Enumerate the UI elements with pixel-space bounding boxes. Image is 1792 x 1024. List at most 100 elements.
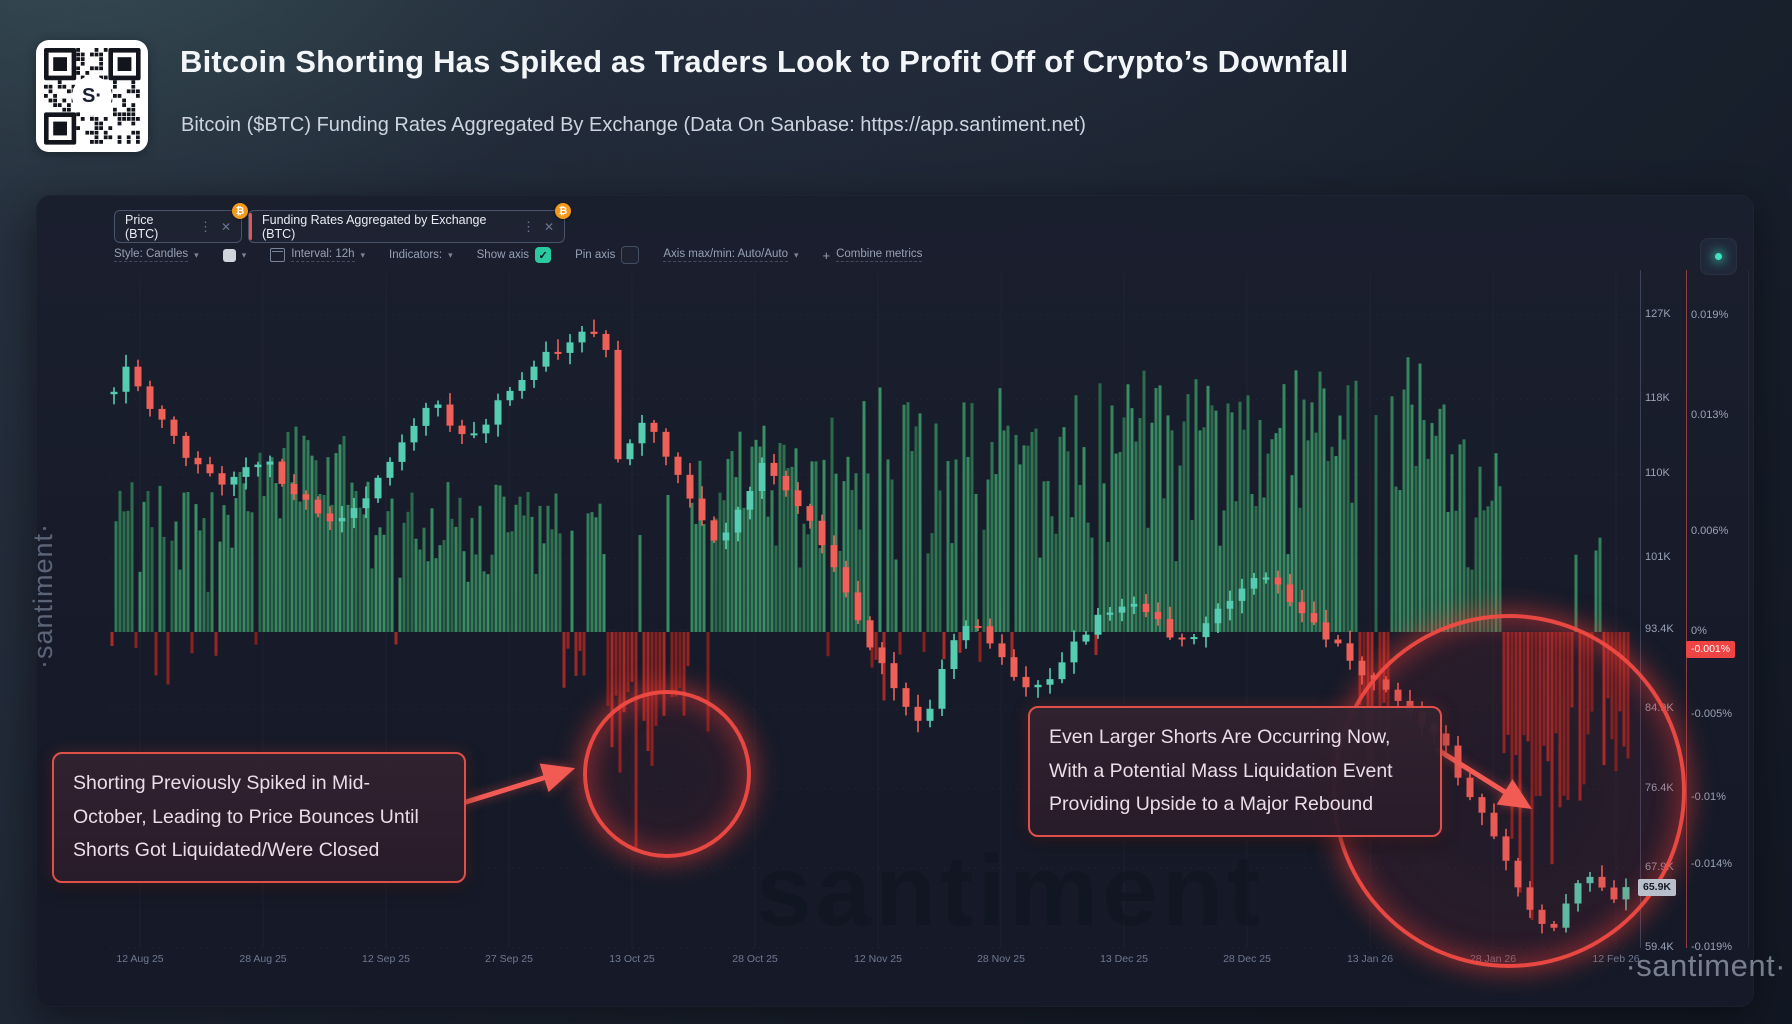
funding-bar-positive xyxy=(486,574,490,632)
interval-label: Interval: 12h xyxy=(291,248,355,262)
tab-close-icon[interactable]: ✕ xyxy=(220,219,231,234)
funding-bar-positive xyxy=(1006,425,1010,632)
funding-bar-positive xyxy=(402,522,406,632)
funding-bar-positive xyxy=(246,511,250,632)
funding-bar-positive xyxy=(378,527,382,632)
santiment-watermark-side: ·santiment· xyxy=(28,522,58,670)
funding-bar-positive xyxy=(1574,554,1578,632)
funding-bar-positive xyxy=(1250,494,1254,632)
tab-menu-icon[interactable]: ⋮ xyxy=(521,218,535,234)
funding-bar-positive xyxy=(1042,481,1046,632)
show-axis-toggle[interactable]: Show axis ✓ xyxy=(477,247,552,263)
funding-bar-positive xyxy=(754,439,758,632)
candle-up xyxy=(638,422,646,444)
funding-bar-positive xyxy=(174,521,178,632)
style-selector[interactable]: Style: Candles ▾ xyxy=(114,248,199,262)
funding-bar-positive xyxy=(838,550,842,632)
funding-bar-positive xyxy=(290,482,294,632)
funding-bar-positive xyxy=(1202,427,1206,632)
funding-bar-positive xyxy=(770,490,774,632)
candle-down xyxy=(290,483,298,495)
funding-bar-positive xyxy=(822,459,826,632)
candle-up xyxy=(1214,608,1222,624)
candle-down xyxy=(1346,643,1354,661)
metric-tab-price[interactable]: Price (BTC) ⋮ ✕ ₿ xyxy=(114,203,248,243)
funding-bar-positive xyxy=(962,402,966,632)
santiment-logo-icon: S· xyxy=(72,76,112,116)
funding-bar-positive xyxy=(1314,432,1318,632)
funding-bar-positive xyxy=(994,474,998,632)
funding-bar-positive xyxy=(1266,453,1270,632)
funding-tick-label: 0.006% xyxy=(1691,525,1729,538)
interval-selector[interactable]: Interval: 12h ▾ xyxy=(270,248,365,262)
axis-edge-line xyxy=(1748,270,1749,948)
funding-bar-positive xyxy=(522,515,526,632)
color-selector[interactable]: ▾ xyxy=(222,248,246,262)
funding-bar-positive xyxy=(806,534,810,632)
candle-up xyxy=(422,407,430,426)
candle-down xyxy=(158,408,166,420)
funding-bar-positive xyxy=(690,502,694,632)
candle-up xyxy=(578,331,586,343)
candle-down xyxy=(446,404,454,426)
annotation-note-current: Even Larger Shorts Are Occurring Now, Wi… xyxy=(1028,706,1442,837)
calendar-icon xyxy=(270,248,286,262)
funding-tick-label: -0.014% xyxy=(1691,857,1732,870)
funding-bar-positive xyxy=(894,559,898,632)
candle-up xyxy=(722,532,730,541)
candle-down xyxy=(170,419,178,436)
pin-axis-toggle[interactable]: Pin axis xyxy=(575,246,640,264)
funding-bar-positive xyxy=(1462,439,1466,632)
funding-bar-positive xyxy=(318,493,322,632)
funding-bar-positive xyxy=(470,518,474,632)
funding-axis-line xyxy=(1686,270,1687,948)
funding-bar-positive xyxy=(1014,434,1018,632)
metric-tab-funding-rates[interactable]: Funding Rates Aggregated by Exchange (BT… xyxy=(248,203,571,243)
funding-bar-positive xyxy=(386,511,390,632)
funding-bar-negative xyxy=(574,632,578,676)
funding-bar-positive xyxy=(126,510,130,632)
funding-bar-positive xyxy=(1354,380,1358,632)
tab-menu-icon[interactable]: ⋮ xyxy=(198,218,212,234)
funding-bar-positive xyxy=(330,504,334,632)
qr-pattern xyxy=(44,48,141,145)
funding-bar-positive xyxy=(1062,427,1066,632)
checkbox-checked-icon[interactable]: ✓ xyxy=(535,247,552,263)
funding-bar-positive xyxy=(198,530,202,632)
chart-plot-area[interactable]: santiment xyxy=(110,270,1755,970)
funding-bar-positive xyxy=(914,426,918,632)
funding-bar-negative xyxy=(214,632,218,656)
indicators-label: Indicators: xyxy=(389,249,443,261)
tab-close-icon[interactable]: ✕ xyxy=(543,219,554,234)
candle-up xyxy=(1262,577,1270,580)
funding-bar-positive xyxy=(746,495,750,632)
funding-bar-positive xyxy=(138,571,142,632)
chevron-down-icon: ▾ xyxy=(793,249,799,260)
funding-bar-positive xyxy=(446,482,450,632)
funding-bar-positive xyxy=(1162,498,1166,632)
funding-bar-negative xyxy=(898,632,902,655)
axis-maxmin-selector[interactable]: Axis max/min: Auto/Auto ▾ xyxy=(663,248,799,262)
metric-color-accent xyxy=(249,213,252,240)
candle-up xyxy=(1082,634,1090,642)
price-tick-label: 101K xyxy=(1645,551,1671,564)
funding-bar-positive xyxy=(1034,428,1038,632)
checkbox-empty-icon[interactable] xyxy=(621,246,640,264)
date-tick-label: 13 Oct 25 xyxy=(609,953,655,965)
indicators-selector[interactable]: Indicators: ▾ xyxy=(389,249,453,261)
funding-bar-positive xyxy=(954,459,958,632)
funding-bar-positive xyxy=(1102,483,1106,632)
candle-up xyxy=(338,517,346,522)
funding-bar-positive xyxy=(338,444,342,632)
panel-status-button[interactable] xyxy=(1700,238,1737,275)
candle-down xyxy=(782,475,790,491)
funding-bar-positive xyxy=(206,591,210,632)
funding-bar-positive xyxy=(226,514,230,632)
funding-bar-positive xyxy=(1246,395,1250,632)
axis-maxmin-label: Axis max/min: Auto/Auto xyxy=(663,248,788,262)
date-tick-label: 12 Aug 25 xyxy=(116,953,164,965)
funding-bar-positive xyxy=(182,492,186,632)
funding-bar-positive xyxy=(910,451,914,632)
combine-metrics-button[interactable]: + Combine metrics xyxy=(823,248,923,263)
candle-up xyxy=(1238,588,1246,601)
